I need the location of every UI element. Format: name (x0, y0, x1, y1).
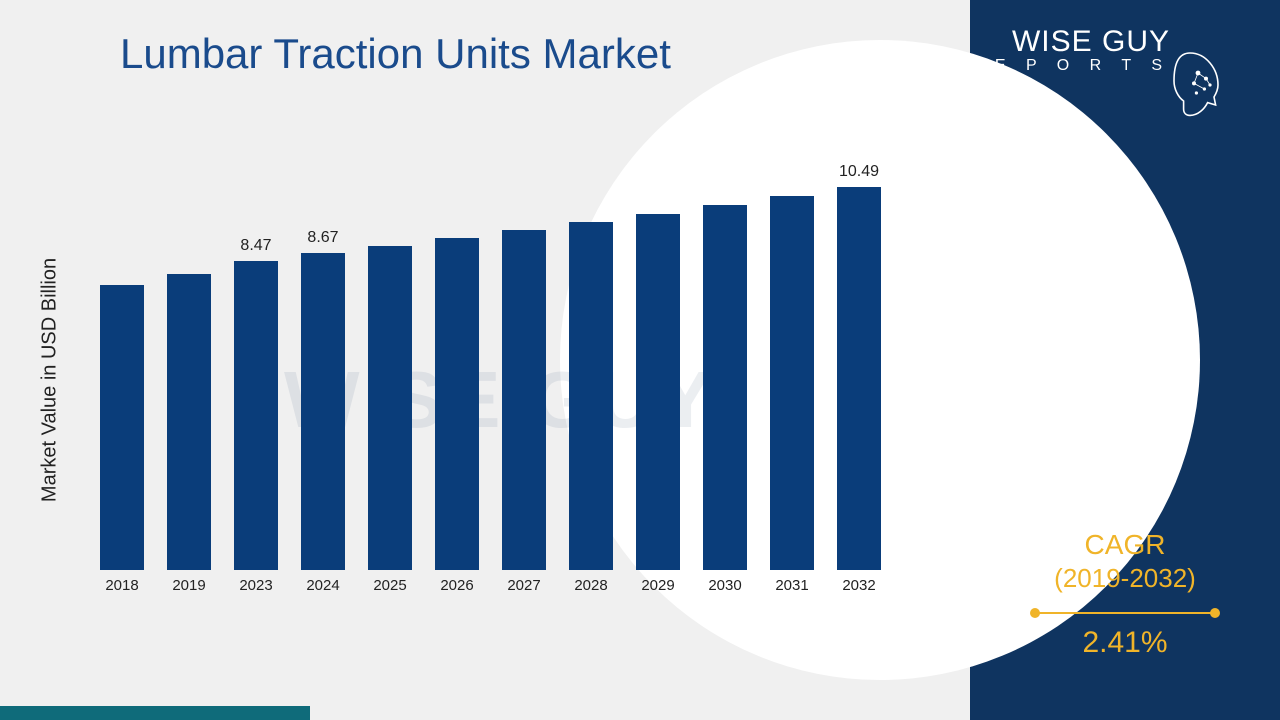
x-axis-tick-label: 2029 (628, 577, 688, 594)
bar (368, 246, 412, 570)
y-axis-label: Market Value in USD Billion (39, 258, 62, 502)
bar (301, 253, 345, 570)
x-axis-tick-label: 2024 (293, 577, 353, 594)
brand-logo: WISE GUY R E P O R T S (963, 25, 1250, 75)
bar (703, 205, 747, 570)
bar (435, 238, 479, 570)
x-axis-tick-label: 2019 (159, 577, 219, 594)
x-axis-tick-label: 2030 (695, 577, 755, 594)
x-axis-tick-label: 2028 (561, 577, 621, 594)
x-axis-tick-label: 2018 (92, 577, 152, 594)
logo-main-text: WISE GUY (963, 25, 1170, 59)
cagr-value: 2.41% (1000, 626, 1250, 660)
x-axis-tick-label: 2026 (427, 577, 487, 594)
cagr-divider (1035, 612, 1215, 614)
bar (234, 261, 278, 570)
cagr-box: CAGR (2019-2032) 2.41% (1000, 529, 1250, 660)
chart-area: Market Value in USD Billion 201820198.47… (60, 150, 910, 610)
logo-sub-text: R E P O R T S (963, 57, 1170, 75)
bar-value-label: 10.49 (829, 163, 889, 181)
x-axis-tick-label: 2032 (829, 577, 889, 594)
bar (502, 230, 546, 570)
x-axis-tick-label: 2027 (494, 577, 554, 594)
bar (100, 285, 144, 570)
bar (770, 196, 814, 570)
footer-accent-bar (0, 706, 310, 720)
bar (167, 274, 211, 570)
canvas: WISE GUY Lumbar Traction Units Market WI… (0, 0, 1280, 720)
x-axis-tick-label: 2023 (226, 577, 286, 594)
bar (636, 214, 680, 570)
page-title: Lumbar Traction Units Market (120, 30, 671, 78)
bar (569, 222, 613, 570)
x-axis-tick-label: 2031 (762, 577, 822, 594)
plot-area: 201820198.4720238.6720242025202620272028… (100, 150, 910, 570)
cagr-title: CAGR (1000, 529, 1250, 561)
bar-value-label: 8.47 (226, 237, 286, 255)
x-axis-tick-label: 2025 (360, 577, 420, 594)
cagr-period: (2019-2032) (1000, 563, 1250, 594)
bar-value-label: 8.67 (293, 229, 353, 247)
bar (837, 187, 881, 570)
